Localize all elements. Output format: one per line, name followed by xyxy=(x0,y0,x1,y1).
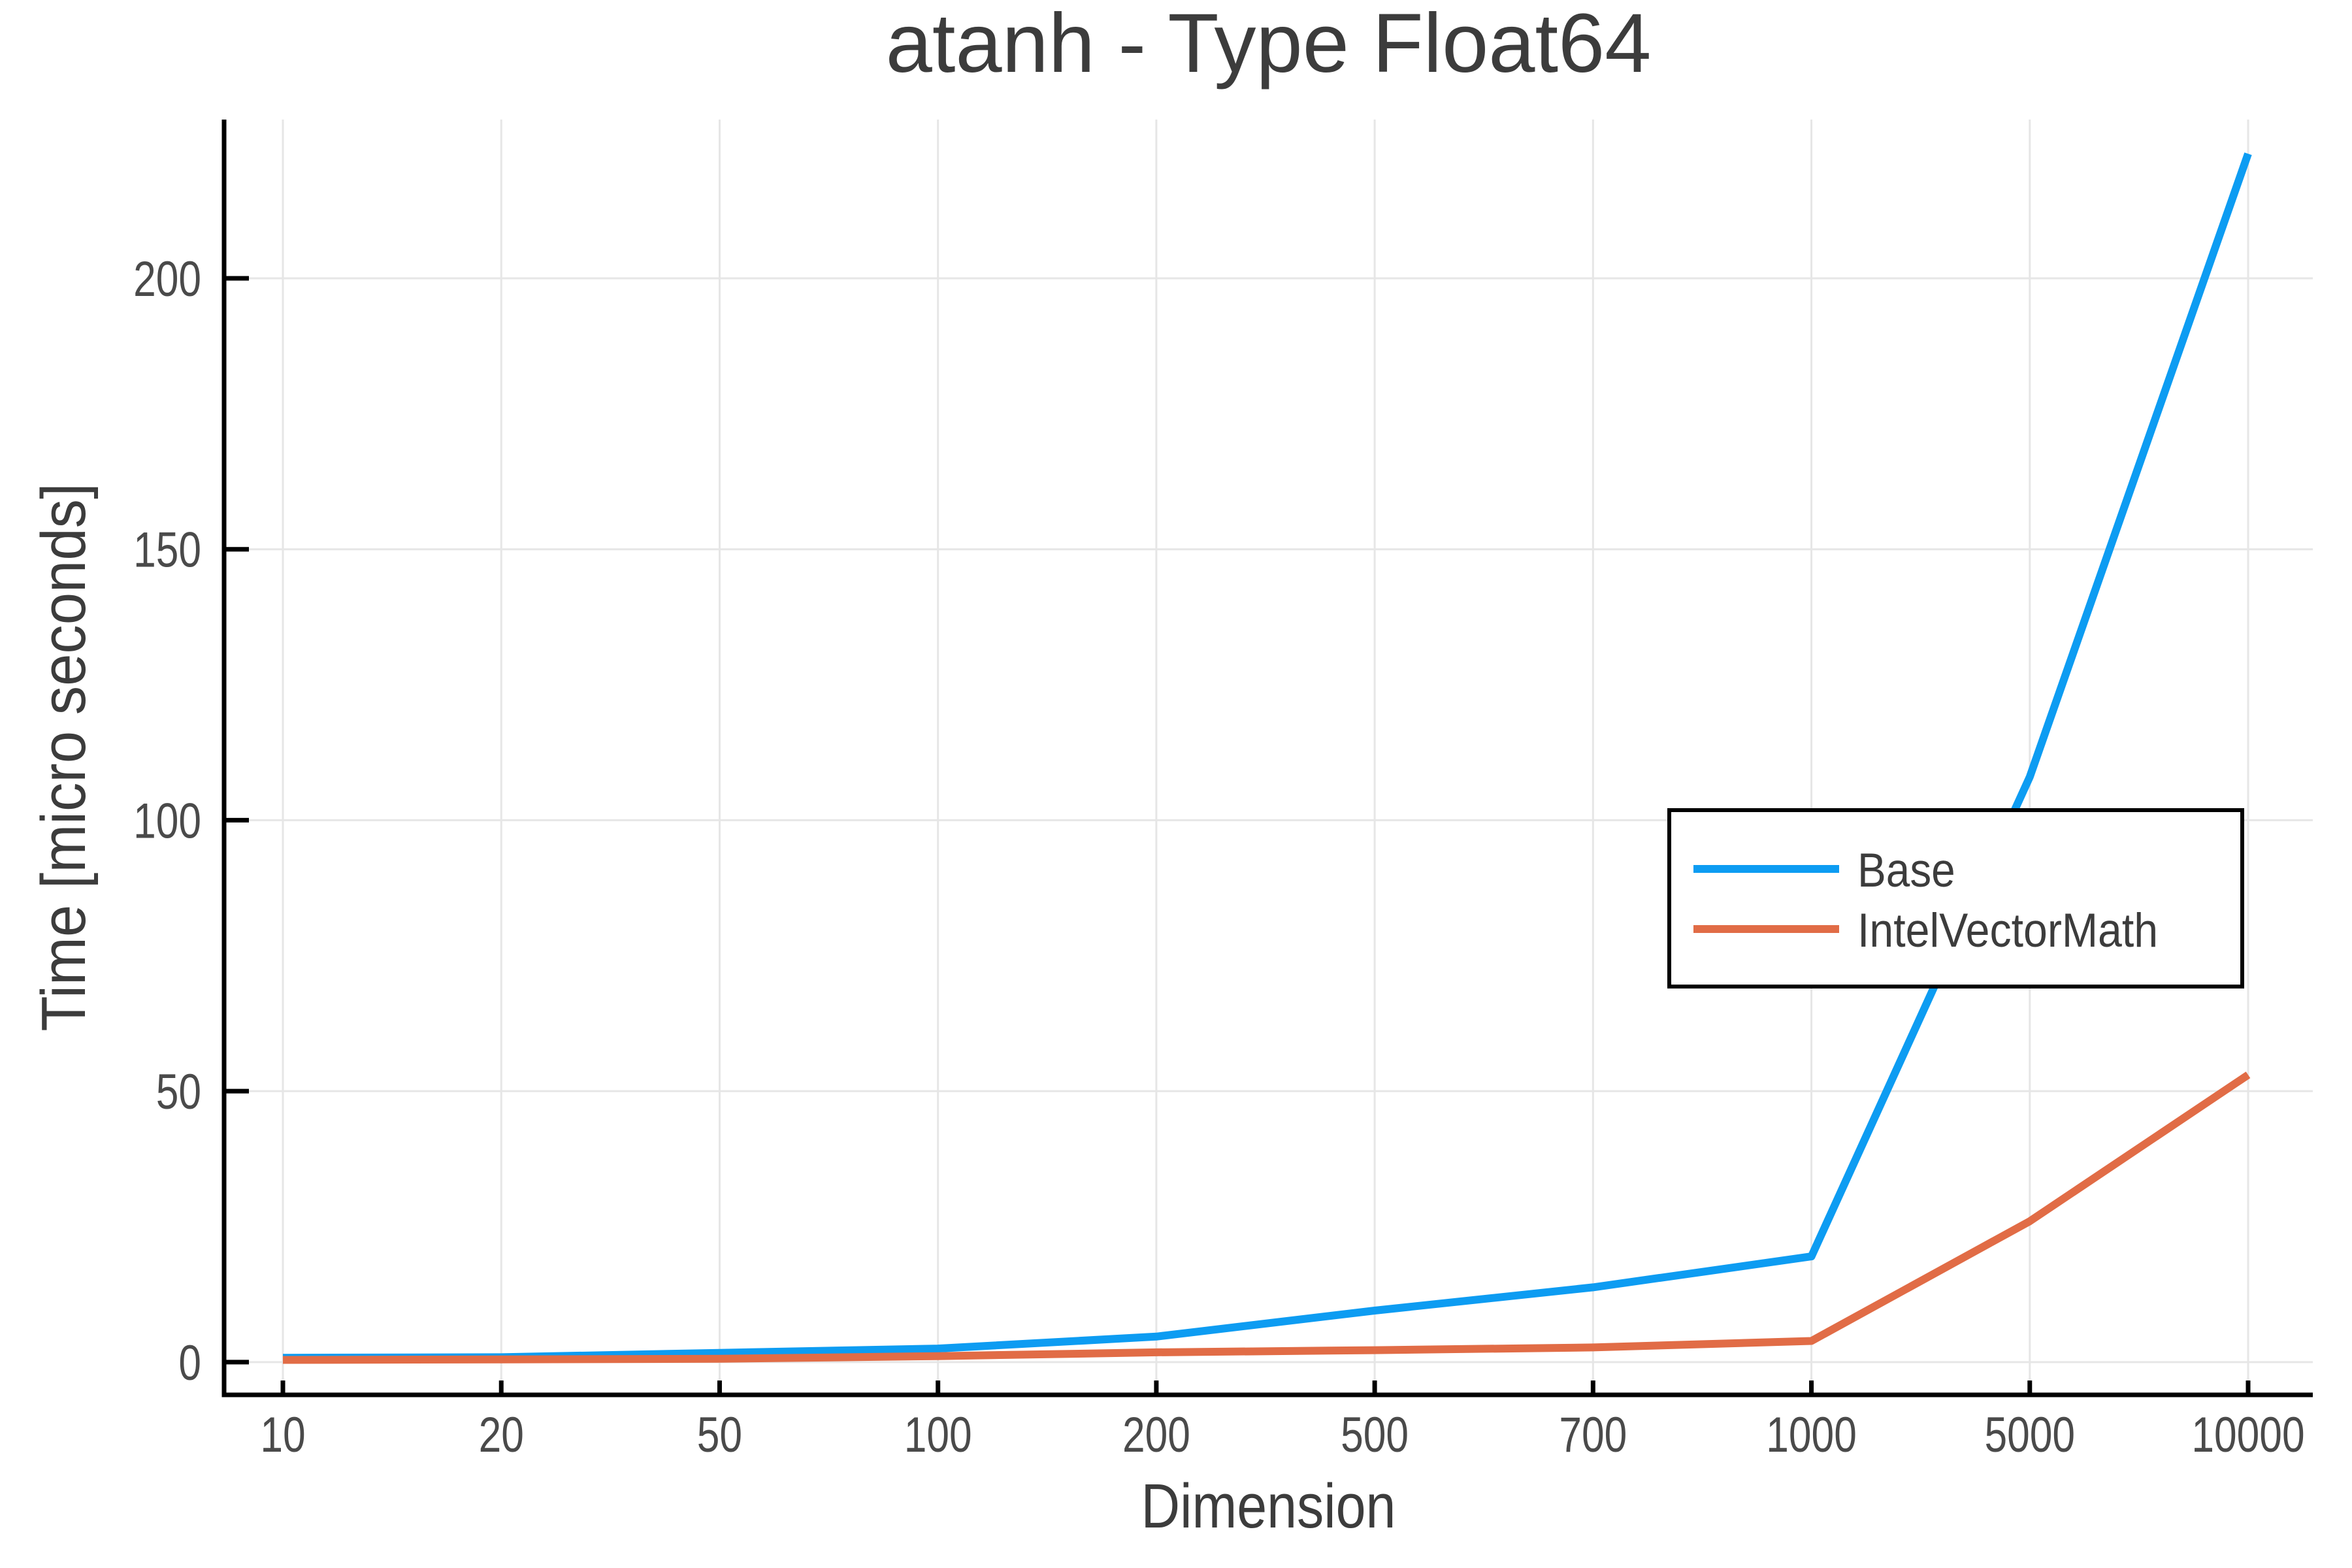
x-axis-title: Dimension xyxy=(1141,1471,1396,1541)
x-tick-label: 1000 xyxy=(1766,1407,1857,1463)
legend: Base IntelVectorMath xyxy=(1667,808,2244,988)
y-axis-title: Time [micro seconds] xyxy=(29,483,99,1031)
legend-label: IntelVectorMath xyxy=(1857,904,2158,957)
series-line-base xyxy=(282,152,2252,1362)
x-tick-label: 10 xyxy=(260,1407,305,1463)
y-tick-label: 100 xyxy=(133,793,201,849)
y-tick-label: 200 xyxy=(133,252,201,307)
x-tick-label: 700 xyxy=(1559,1407,1627,1463)
x-tick-label: 500 xyxy=(1341,1407,1409,1463)
x-tick-label: 20 xyxy=(479,1407,524,1463)
chart-title: atanh - Type Float64 xyxy=(886,0,1652,90)
series-line-intelvectormath xyxy=(282,1071,2251,1364)
axes xyxy=(221,120,2313,1397)
y-tick-label: 150 xyxy=(133,523,201,578)
x-tick-label: 200 xyxy=(1122,1407,1190,1463)
grid xyxy=(224,120,2313,1395)
legend-label: Base xyxy=(1857,844,1955,897)
legend-box xyxy=(1667,808,2244,988)
x-tick-label: 50 xyxy=(697,1407,742,1463)
y-tick-label: 0 xyxy=(178,1335,201,1391)
x-tick-label: 10000 xyxy=(2191,1407,2304,1463)
x-tick-label: 100 xyxy=(904,1407,972,1463)
y-tick-label: 50 xyxy=(156,1064,201,1120)
x-tick-label: 5000 xyxy=(1984,1407,2075,1463)
